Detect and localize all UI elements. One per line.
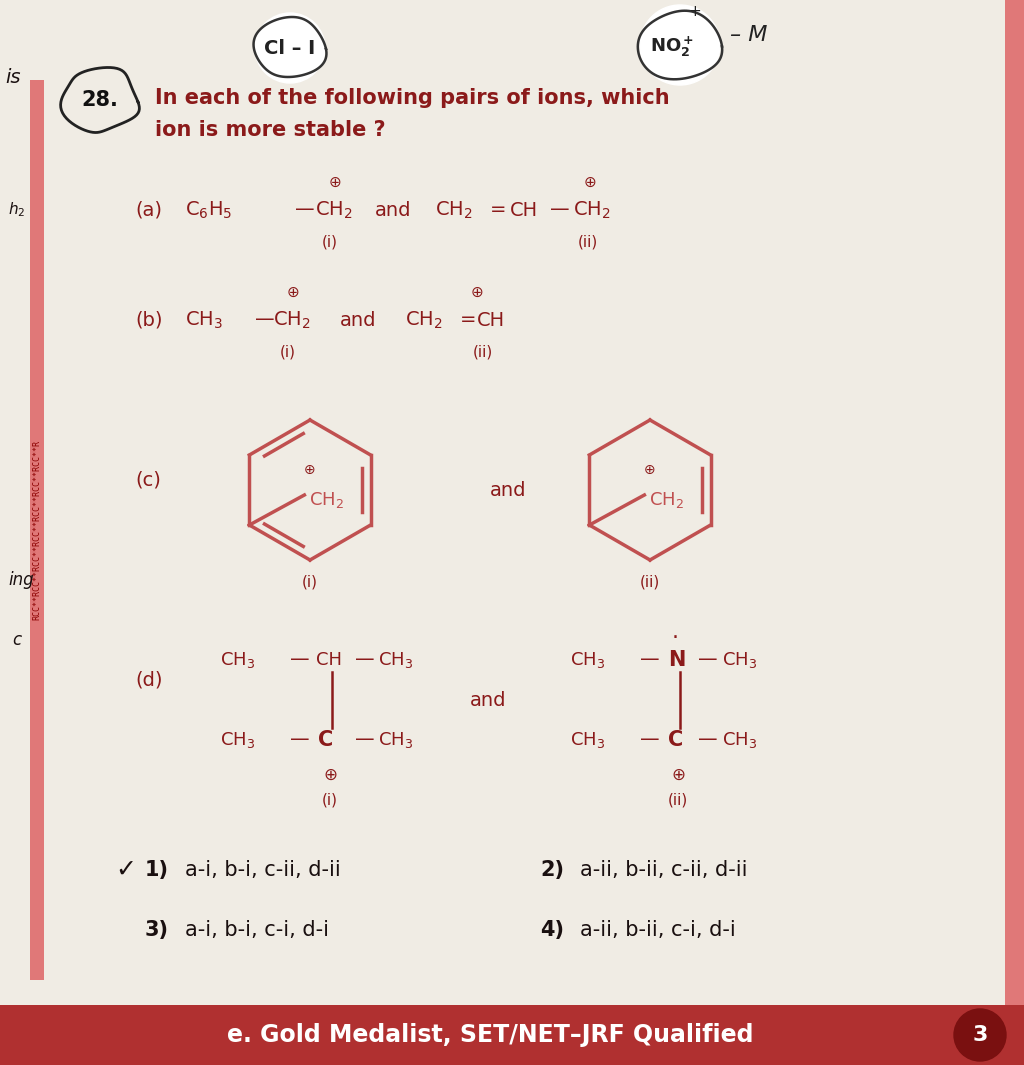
Text: and: and — [340, 311, 377, 329]
Text: $\mathdefault{CH_2}$: $\mathdefault{CH_2}$ — [649, 490, 684, 510]
Text: ⊕: ⊕ — [303, 463, 315, 477]
Text: (c): (c) — [135, 471, 161, 490]
Text: $\mathdefault{CH_2}$: $\mathdefault{CH_2}$ — [315, 199, 352, 220]
Text: CH: CH — [316, 651, 342, 669]
Text: 3: 3 — [973, 1025, 988, 1045]
Text: 4): 4) — [540, 920, 564, 940]
Text: $\mathdefault{CH_2}$: $\mathdefault{CH_2}$ — [435, 199, 473, 220]
Text: +: + — [688, 4, 701, 19]
Text: —: — — [355, 651, 375, 670]
Text: and: and — [375, 200, 412, 219]
Text: —: — — [290, 731, 309, 750]
Text: ⊕: ⊕ — [584, 175, 596, 190]
Text: c: c — [12, 630, 22, 649]
Text: —: — — [290, 651, 309, 670]
Text: (ii): (ii) — [668, 792, 688, 807]
Text: and: and — [490, 480, 526, 499]
Text: $\mathdefault{CH_3}$: $\mathdefault{CH_3}$ — [378, 650, 414, 670]
Text: and: and — [470, 690, 507, 709]
Text: (i): (i) — [302, 574, 318, 590]
Text: (ii): (ii) — [473, 344, 494, 360]
Text: Cl – I: Cl – I — [264, 38, 315, 58]
Text: 1): 1) — [145, 861, 169, 880]
Text: ing: ing — [8, 571, 34, 589]
Text: (i): (i) — [322, 234, 338, 249]
Text: $\mathdefault{CH_3}$: $\mathdefault{CH_3}$ — [722, 730, 757, 750]
Text: (ii): (ii) — [578, 234, 598, 249]
Text: CH: CH — [477, 311, 505, 329]
Text: CH: CH — [510, 200, 539, 219]
Text: ⊕: ⊕ — [287, 284, 299, 299]
Text: (a): (a) — [135, 200, 162, 219]
Text: (ii): (ii) — [640, 574, 660, 590]
Text: (b): (b) — [135, 311, 163, 329]
Text: In each of the following pairs of ions, which: In each of the following pairs of ions, … — [155, 88, 670, 108]
Text: —: — — [640, 731, 659, 750]
Text: 28.: 28. — [82, 91, 119, 110]
Text: $\mathdefault{CH_3}$: $\mathdefault{CH_3}$ — [722, 650, 757, 670]
Text: —: — — [355, 731, 375, 750]
Text: $\mathdefault{CH_3}$: $\mathdefault{CH_3}$ — [378, 730, 414, 750]
Text: RCC**RCC**RCC**RCC**RCC**RCC**RCC**R: RCC**RCC**RCC**RCC**RCC**RCC**RCC**R — [33, 440, 42, 620]
Text: ·: · — [672, 628, 679, 648]
Text: ✓: ✓ — [115, 858, 136, 882]
Circle shape — [640, 5, 720, 85]
Text: —: — — [550, 200, 569, 219]
Text: 2): 2) — [540, 861, 564, 880]
Circle shape — [255, 13, 325, 83]
Text: N: N — [668, 650, 685, 670]
Bar — [30, 80, 44, 980]
Text: is: is — [5, 68, 20, 87]
Circle shape — [954, 1009, 1006, 1061]
Text: 3): 3) — [145, 920, 169, 940]
Text: $\mathdefault{CH_3}$: $\mathdefault{CH_3}$ — [185, 309, 223, 330]
Text: (i): (i) — [322, 792, 338, 807]
Text: $\mathdefault{CH_3}$: $\mathdefault{CH_3}$ — [220, 650, 255, 670]
Bar — [0, 1005, 1024, 1065]
Text: a-ii, b-ii, c-i, d-i: a-ii, b-ii, c-i, d-i — [580, 920, 736, 940]
Text: a-ii, b-ii, c-ii, d-ii: a-ii, b-ii, c-ii, d-ii — [580, 861, 748, 880]
Text: —: — — [640, 651, 659, 670]
Text: $\mathdefault{CH_3}$: $\mathdefault{CH_3}$ — [220, 730, 255, 750]
Text: – M: – M — [730, 24, 768, 45]
Text: (i): (i) — [280, 344, 296, 360]
Text: $\mathdefault{CH_3}$: $\mathdefault{CH_3}$ — [570, 650, 605, 670]
Text: —: — — [698, 651, 718, 670]
Text: $\mathdefault{CH_2}$: $\mathdefault{CH_2}$ — [406, 309, 442, 330]
Text: e. Gold Medalist, SET/NET–JRF Qualified: e. Gold Medalist, SET/NET–JRF Qualified — [226, 1023, 754, 1047]
Text: C: C — [318, 730, 333, 750]
Text: —: — — [255, 311, 274, 329]
Text: $\mathdefault{NO_2^+}$: $\mathdefault{NO_2^+}$ — [650, 35, 694, 60]
Text: $\mathdefault{C_6H_5}$: $\mathdefault{C_6H_5}$ — [185, 199, 232, 220]
Text: ⊕: ⊕ — [671, 766, 685, 784]
Text: a-i, b-i, c-ii, d-ii: a-i, b-i, c-ii, d-ii — [185, 861, 341, 880]
Text: $\mathdefault{CH_3}$: $\mathdefault{CH_3}$ — [570, 730, 605, 750]
Text: $h_2$: $h_2$ — [8, 200, 26, 219]
Bar — [1005, 0, 1024, 1065]
Text: $\mathdefault{CH_2}$: $\mathdefault{CH_2}$ — [273, 309, 310, 330]
Text: $\mathdefault{CH_2}$: $\mathdefault{CH_2}$ — [309, 490, 344, 510]
Text: $\mathdefault{CH_2}$: $\mathdefault{CH_2}$ — [573, 199, 610, 220]
Text: ⊕: ⊕ — [323, 766, 337, 784]
Text: —: — — [295, 200, 314, 219]
Text: (d): (d) — [135, 671, 163, 689]
Text: ion is more stable ?: ion is more stable ? — [155, 120, 386, 140]
Text: ⊕: ⊕ — [329, 175, 341, 190]
Text: a-i, b-i, c-i, d-i: a-i, b-i, c-i, d-i — [185, 920, 329, 940]
Text: =: = — [460, 311, 476, 329]
Text: ⊕: ⊕ — [643, 463, 655, 477]
Text: ⊕: ⊕ — [471, 284, 483, 299]
Text: =: = — [490, 200, 507, 219]
Text: C: C — [668, 730, 683, 750]
Text: —: — — [698, 731, 718, 750]
